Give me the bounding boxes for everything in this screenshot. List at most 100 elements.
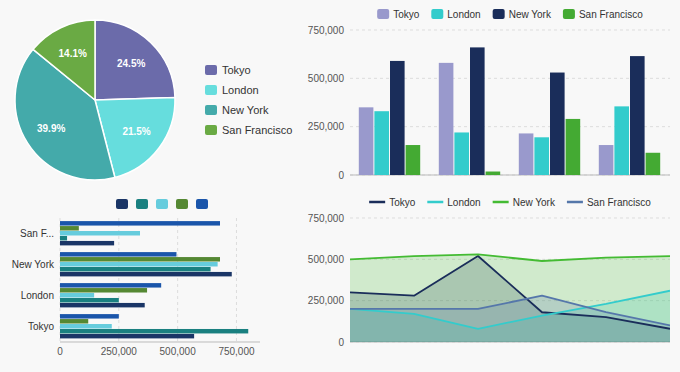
chart-root: 24.5%21.5%39.9%14.1%TokyoLondonNew YorkS… [0, 0, 680, 372]
tick-label: 250,000 [308, 121, 345, 132]
bar [60, 231, 140, 235]
bar [534, 137, 549, 175]
legend-item: New York [205, 104, 269, 116]
legend-label: Tokyo [222, 64, 251, 76]
legend-swatch [563, 9, 575, 19]
tick-label: 750,000 [308, 213, 345, 224]
legend-swatch [116, 199, 128, 209]
legend-item: New York [493, 9, 552, 20]
tick-label: Tokyo [28, 321, 55, 332]
legend-swatch [369, 201, 385, 204]
legend-item: New York [493, 197, 556, 208]
bar [60, 272, 232, 276]
legend-item: London [427, 197, 480, 208]
legend-item: London [205, 84, 259, 96]
legend-label: London [447, 197, 480, 208]
tick-label: New York [12, 259, 55, 270]
tick-label: 500,000 [308, 254, 345, 265]
legend-swatch [156, 199, 168, 209]
hbar-chart: 0 250,000 500,000 750,000 Tokyo London New Yor… [12, 199, 260, 357]
tick-label: 750,000 [308, 25, 345, 36]
bar [550, 73, 565, 175]
tick-label: 500,000 [160, 346, 197, 357]
legend-swatch [136, 199, 148, 209]
bar [60, 324, 112, 328]
bar [60, 283, 161, 287]
x-axis-line [60, 342, 260, 343]
grid-line [118, 218, 119, 342]
bar [599, 145, 614, 175]
legend-label: New York [509, 9, 552, 20]
y-axis: 0 250,000 500,000 750,000 [308, 213, 670, 348]
bar [60, 252, 176, 256]
bar [646, 153, 661, 175]
tick-label: 0 [57, 346, 63, 357]
area-chart: 0 250,000 500,000 750,000 Tokyo London New Yor… [308, 197, 670, 348]
legend-label: Tokyo [389, 197, 416, 208]
y-axis: 0250,000500,000750,000 [308, 25, 670, 181]
legend-swatch [567, 201, 583, 204]
bar [60, 236, 67, 240]
bar [60, 293, 94, 297]
bar [60, 288, 147, 292]
bar [60, 334, 194, 338]
legend-swatch [196, 199, 208, 209]
legend: Tokyo London New York San Francisco [205, 64, 292, 136]
legend-item [116, 199, 128, 209]
grid-line [236, 218, 237, 342]
legend-label: San Francisco [587, 197, 651, 208]
legend-item [196, 199, 208, 209]
legend-item: Tokyo [377, 9, 420, 20]
tick-label: 0 [338, 337, 344, 348]
bar [374, 111, 389, 175]
legend-swatch [205, 85, 217, 95]
legend-swatch [431, 9, 443, 19]
plot-marks [350, 254, 670, 342]
legend-swatch [205, 65, 217, 75]
legend-item: San Francisco [567, 197, 651, 208]
bar [60, 262, 218, 266]
legend-swatch [205, 125, 217, 135]
pie-slice [95, 20, 175, 100]
legend-item: Tokyo [369, 197, 416, 208]
legend-item: San Francisco [205, 124, 292, 136]
bar [566, 119, 581, 175]
x-axis: 0 250,000 500,000 750,000 [57, 218, 255, 357]
tick-label: 250,000 [101, 346, 138, 357]
legend-swatch [176, 199, 188, 209]
legend-label: New York [222, 104, 269, 116]
bar [60, 267, 211, 271]
data-label: 39.9% [37, 123, 65, 134]
legend-label: San Francisco [579, 9, 643, 20]
legend-label: London [222, 84, 259, 96]
bar [439, 63, 454, 175]
grid-line [350, 218, 670, 219]
legend-label: San Francisco [222, 124, 292, 136]
tick-label: 750,000 [218, 346, 255, 357]
bar-chart: 0250,000500,000750,000TokyoLondonNew Yor… [308, 9, 670, 181]
bar [60, 257, 220, 261]
legend-item [156, 199, 168, 209]
bar [390, 61, 405, 175]
legend-swatch [427, 201, 443, 204]
tick-label: 250,000 [308, 295, 345, 306]
bar [630, 56, 645, 175]
legend-swatch [493, 201, 509, 204]
legend: TokyoLondonNew YorkSan Francisco [377, 9, 643, 20]
plot-marks [359, 47, 660, 175]
bar [60, 298, 119, 302]
area-line [350, 296, 670, 326]
bar [519, 133, 534, 175]
data-label: 14.1% [59, 48, 87, 59]
legend [116, 199, 208, 209]
area-line [350, 256, 670, 329]
data-label: 21.5% [122, 126, 150, 137]
legend-swatch [377, 9, 389, 19]
bar [60, 329, 248, 333]
bar [60, 241, 114, 245]
legend-label: New York [513, 197, 556, 208]
tick-label: London [21, 290, 54, 301]
legend-item: San Francisco [563, 9, 643, 20]
plot-marks [60, 221, 248, 338]
legend-swatch [493, 9, 505, 19]
